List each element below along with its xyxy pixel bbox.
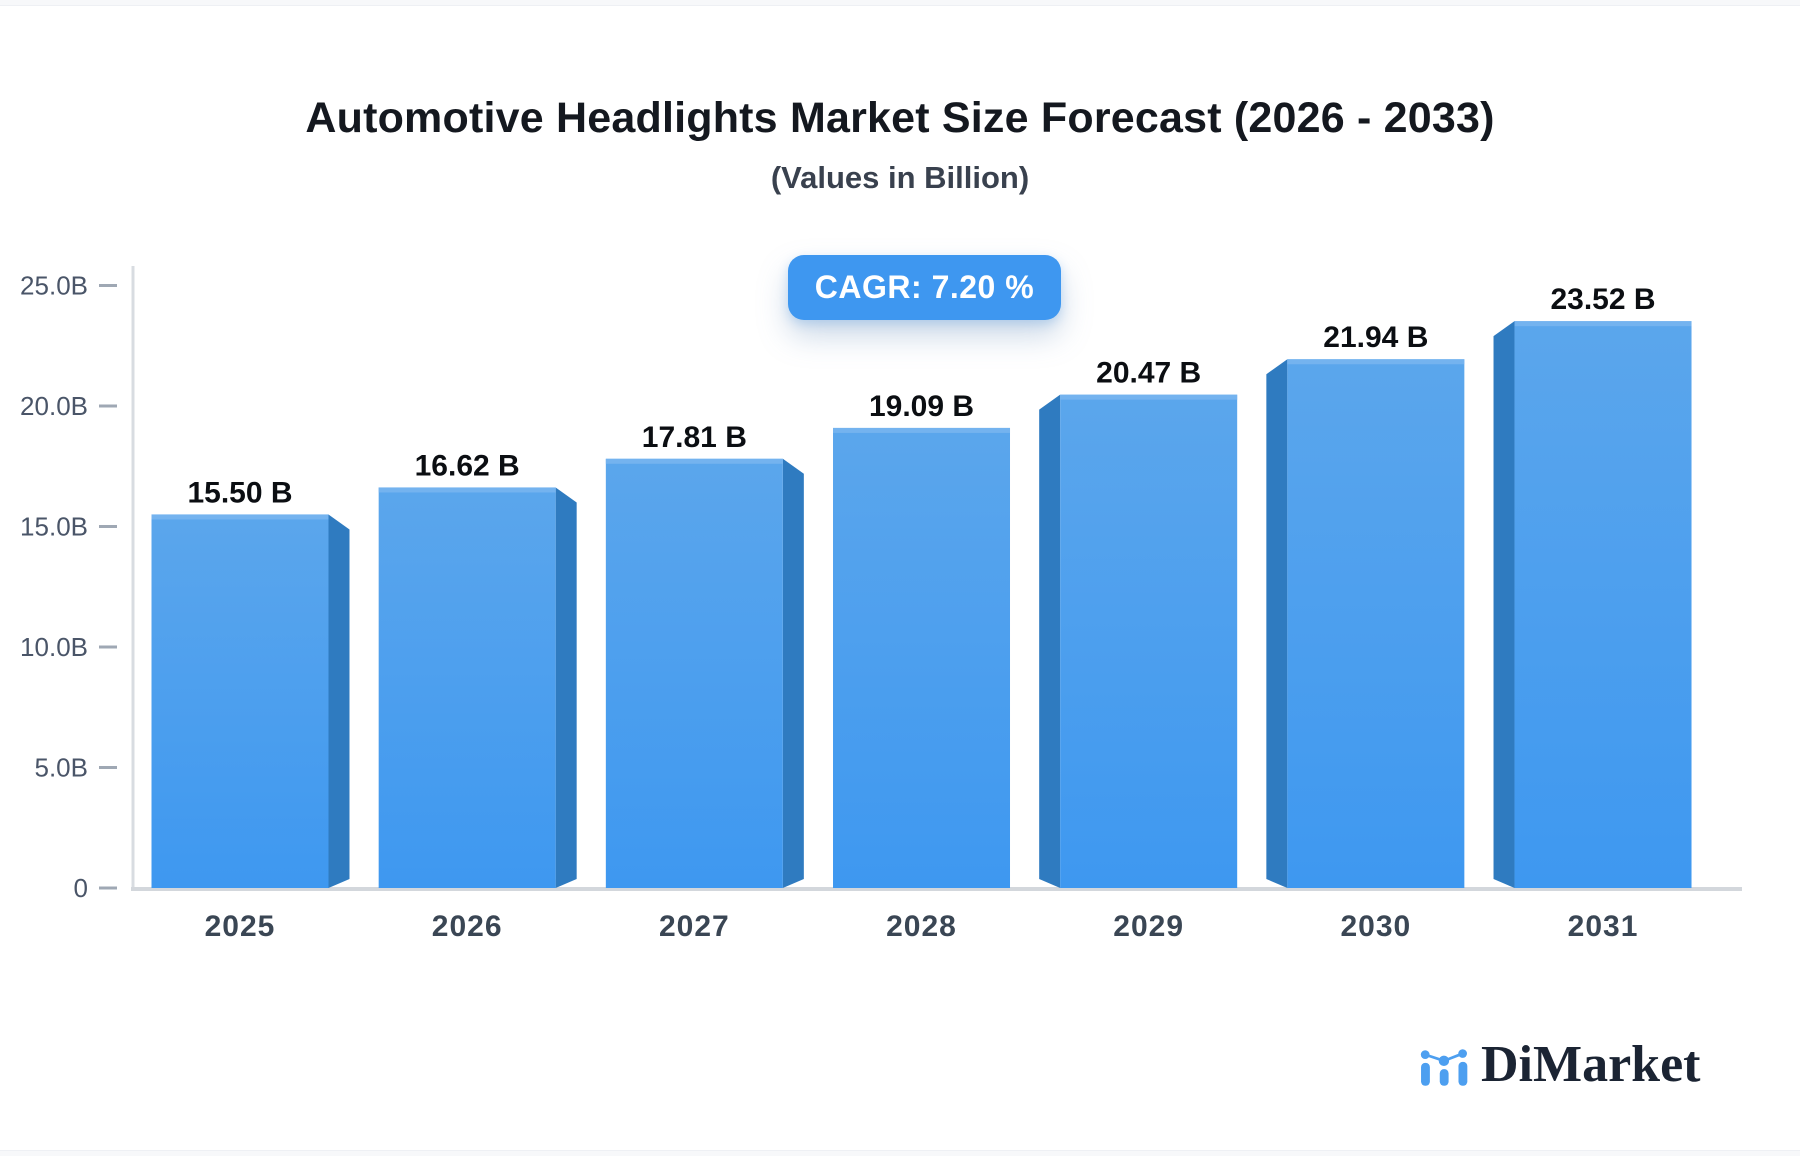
y-axis-label: 10.0B [20,632,88,662]
bar-side-face [328,514,350,888]
chart-title: Automotive Headlights Market Size Foreca… [305,94,1495,142]
x-axis-category-label: 2029 [1113,910,1184,943]
cagr-badge: CAGR: 7.20 % [788,255,1061,320]
x-axis-category-label: 2030 [1340,910,1411,943]
bar-side-face [1493,321,1515,889]
bar-value-label: 19.09 B [869,390,974,423]
bar-top-highlight [1514,321,1692,327]
dimarket-logo-icon [1420,1049,1468,1086]
bar [151,514,329,888]
brand-name: DiMarket [1481,1036,1701,1093]
brand-logo: DiMarket [1420,1036,1700,1094]
x-axis-category-label: 2025 [205,910,276,943]
bar-side-face [782,458,804,888]
bar [605,458,783,888]
y-axis-label: 0 [74,873,88,903]
bar-top-highlight [833,427,1011,433]
bar [1514,321,1692,889]
bar-side-face [1266,359,1288,889]
bar-value-label: 17.81 B [642,421,747,454]
bar [378,487,556,888]
bar-value-label: 15.50 B [187,476,292,509]
bar-top-highlight [605,458,783,464]
top-border-strip [0,0,1800,6]
bottom-border-strip [0,1150,1800,1156]
bar [1060,394,1238,888]
bar-top-highlight [151,514,329,520]
bar [833,427,1011,888]
y-axis-label: 20.0B [20,391,88,421]
y-axis-label: 15.0B [20,512,88,542]
x-axis-category-label: 2031 [1568,910,1639,943]
bar-top-highlight [1060,394,1238,400]
cagr-badge-label: CAGR: 7.20 % [814,269,1035,305]
y-axis-label: 5.0B [35,753,89,783]
bar [1287,359,1465,889]
bar-side-face [555,487,577,888]
x-axis-category-label: 2028 [886,910,957,943]
x-axis-category-label: 2027 [659,910,730,943]
bar-value-label: 21.94 B [1323,321,1428,354]
x-axis-category-label: 2026 [432,910,503,943]
y-axis-label: 25.0B [20,271,88,301]
bar-value-label: 16.62 B [415,449,520,482]
chart-subtitle: (Values in Billion) [770,160,1030,195]
bar-top-highlight [378,487,556,493]
bar-side-face [1039,394,1061,888]
bar-top-highlight [1287,359,1465,365]
bar-value-label: 20.47 B [1096,357,1201,390]
bar-value-label: 23.52 B [1550,283,1655,316]
